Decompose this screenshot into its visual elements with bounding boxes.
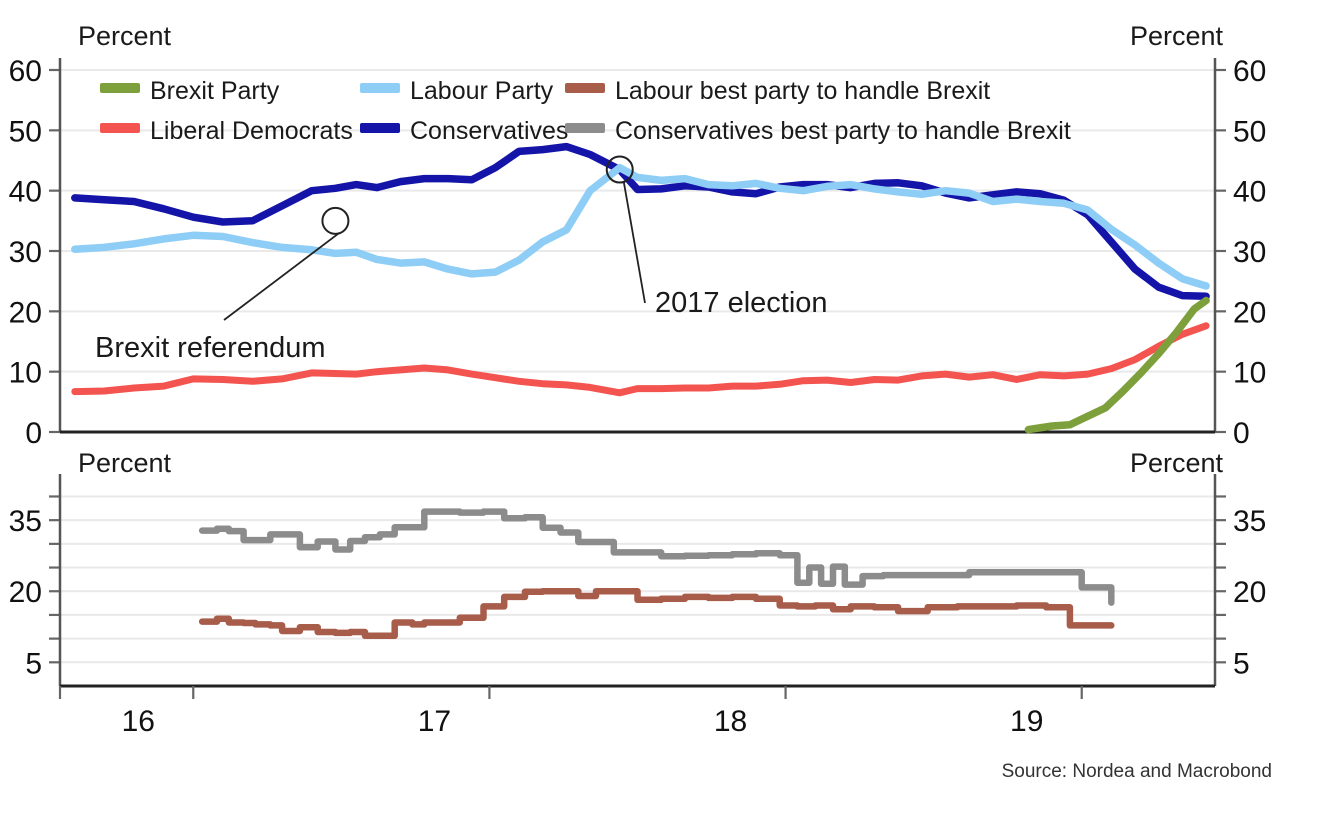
legend-label-conservatives: Conservatives [410,117,568,145]
legend-swatch-conservatives [360,123,400,133]
series-line-labour-party [71,163,1210,290]
legend-label-labour-best-brexit: Labour best party to handle Brexit [615,77,990,105]
top-panel-ylabel-right: Percent [1130,21,1224,51]
brexit-referendum-annotation-label: Brexit referendum [95,332,326,364]
chart-legend: Brexit Party Labour Party Labour best part… [100,77,1071,145]
x-tick-label: 19 [1010,705,1043,738]
bottom-panel-ylabel-right: Percent [1130,448,1224,478]
legend-label-conservatives-best-brexit: Conservatives best party to handle Brexi… [615,117,1071,145]
y-tick-label-left: 30 [9,236,42,269]
y-tick-label-left: 20 [9,576,42,609]
y-tick-label-left: 60 [9,55,42,88]
y-tick-label-right: 30 [1233,236,1266,269]
x-tick-label: 17 [418,705,451,738]
y-tick-label-right: 5 [1233,647,1250,680]
y-tick-label-right: 50 [1233,115,1266,148]
y-tick-label-right: 35 [1233,505,1266,538]
x-tick-label: 16 [122,705,155,738]
y-tick-label-left: 10 [9,357,42,390]
y-tick-label-left: 50 [9,115,42,148]
chart-annotations: Brexit referendum 2017 election [95,155,828,364]
legend-swatch-conservatives-best-brexit [565,123,605,133]
y-tick-label-left: 5 [25,647,42,680]
y-tick-label-right: 60 [1233,55,1266,88]
y-tick-label-left: 20 [9,296,42,329]
y-tick-label-left: 0 [25,417,42,450]
series-line-liberal-democrats [71,322,1210,397]
y-tick-label-left: 35 [9,505,42,538]
source-note: Source: Nordea and Macrobond [1002,761,1272,782]
y-tick-label-right: 20 [1233,576,1266,609]
legend-label-brexit-party: Brexit Party [150,77,280,105]
bottom-panel: 5 5 20 20 35 35 16 17 18 19 [9,474,1266,738]
brexit-referendum-leader-line [223,232,340,321]
y-tick-label-right: 10 [1233,357,1266,390]
y-tick-label-right: 20 [1233,296,1266,329]
x-tick-label: 18 [714,705,747,738]
y-tick-label-left: 40 [9,176,42,209]
legend-label-liberal-democrats: Liberal Democrats [150,117,353,145]
legend-swatch-liberal-democrats [100,123,140,133]
election-2017-leader-line [622,181,646,304]
bottom-panel-ylabel-left: Percent [78,448,172,478]
brexit-referendum-marker [321,206,350,235]
series-line-conservatives [71,142,1210,301]
legend-swatch-brexit-party [100,83,140,93]
election-2017-marker [605,155,634,184]
y-tick-label-right: 40 [1233,176,1266,209]
y-tick-label-right: 0 [1233,417,1250,450]
series-line-labour-best-party-to-handle-brexit [198,587,1115,640]
legend-swatch-labour-party [360,83,400,93]
series-line-brexit-party [1024,296,1210,434]
legend-swatch-labour-best-brexit [565,83,605,93]
series-line-conservatives-best-party-to-handle-brexit [198,508,1115,606]
legend-label-labour-party: Labour Party [410,77,554,105]
top-panel-ylabel-left: Percent [78,21,172,51]
election-2017-annotation-label: 2017 election [655,287,828,319]
top-panel: 0 0 10 10 20 20 30 30 40 40 50 50 60 60 [9,55,1267,450]
